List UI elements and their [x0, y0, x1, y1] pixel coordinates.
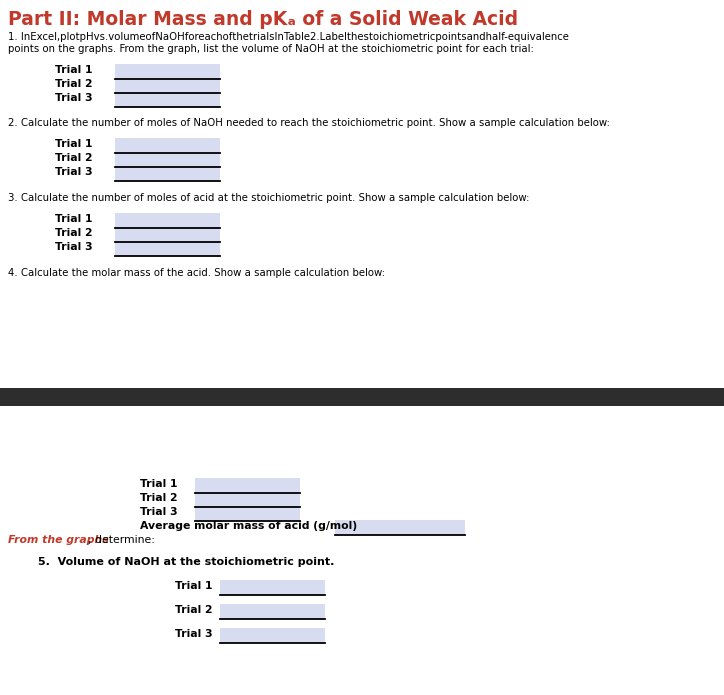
Bar — [220, 580, 325, 595]
Text: 4. Calculate the molar mass of the acid. Show a sample calculation below:: 4. Calculate the molar mass of the acid.… — [8, 268, 385, 278]
Bar — [220, 628, 325, 643]
Text: Trial 1: Trial 1 — [175, 581, 213, 591]
Text: Trial 2: Trial 2 — [175, 605, 213, 615]
Text: , determine:: , determine: — [88, 535, 155, 545]
Bar — [115, 152, 220, 167]
Bar — [115, 227, 220, 242]
Bar — [115, 78, 220, 93]
Text: 3. Calculate the number of moles of acid at the stoichiometric point. Show a sam: 3. Calculate the number of moles of acid… — [8, 193, 529, 203]
Bar — [335, 520, 465, 535]
Text: 5.  Volume of NaOH at the stoichiometric point.: 5. Volume of NaOH at the stoichiometric … — [38, 557, 334, 567]
Bar — [115, 213, 220, 228]
Bar — [0, 388, 724, 406]
Text: points on the graphs. From the graph, list the volume of NaOH at the stoichiomet: points on the graphs. From the graph, li… — [8, 44, 534, 54]
Text: Trial 1: Trial 1 — [55, 214, 93, 224]
Text: Trial 1: Trial 1 — [140, 479, 177, 489]
Text: Trial 2: Trial 2 — [55, 228, 93, 238]
Text: Trial 1: Trial 1 — [55, 65, 93, 75]
Bar — [220, 604, 325, 619]
Text: Trial 2: Trial 2 — [55, 79, 93, 89]
Text: Part II: Molar Mass and pKₐ of a Solid Weak Acid: Part II: Molar Mass and pKₐ of a Solid W… — [8, 10, 518, 29]
Bar — [195, 492, 300, 507]
Bar — [195, 478, 300, 493]
Bar — [115, 64, 220, 79]
Text: Trial 3: Trial 3 — [55, 242, 93, 252]
Bar — [115, 241, 220, 256]
Text: 1. InExcel,plotpHvs.volumeofNaOHforeachofthetrialsInTable2.Labelthestoichiometri: 1. InExcel,plotpHvs.volumeofNaOHforeacho… — [8, 32, 569, 42]
Text: Trial 3: Trial 3 — [55, 93, 93, 103]
Text: Trial 3: Trial 3 — [55, 167, 93, 177]
Text: Trial 2: Trial 2 — [55, 153, 93, 163]
Text: Trial 3: Trial 3 — [140, 507, 177, 517]
Text: From the graphs: From the graphs — [8, 535, 109, 545]
Text: Trial 1: Trial 1 — [55, 139, 93, 149]
Text: Average molar mass of acid (g/mol): Average molar mass of acid (g/mol) — [140, 521, 357, 531]
Bar — [115, 166, 220, 181]
Text: Trial 2: Trial 2 — [140, 493, 177, 503]
Text: Trial 3: Trial 3 — [175, 629, 213, 639]
Bar — [195, 506, 300, 521]
Bar — [115, 138, 220, 153]
Text: 2. Calculate the number of moles of NaOH needed to reach the stoichiometric poin: 2. Calculate the number of moles of NaOH… — [8, 118, 610, 128]
Bar — [115, 92, 220, 107]
